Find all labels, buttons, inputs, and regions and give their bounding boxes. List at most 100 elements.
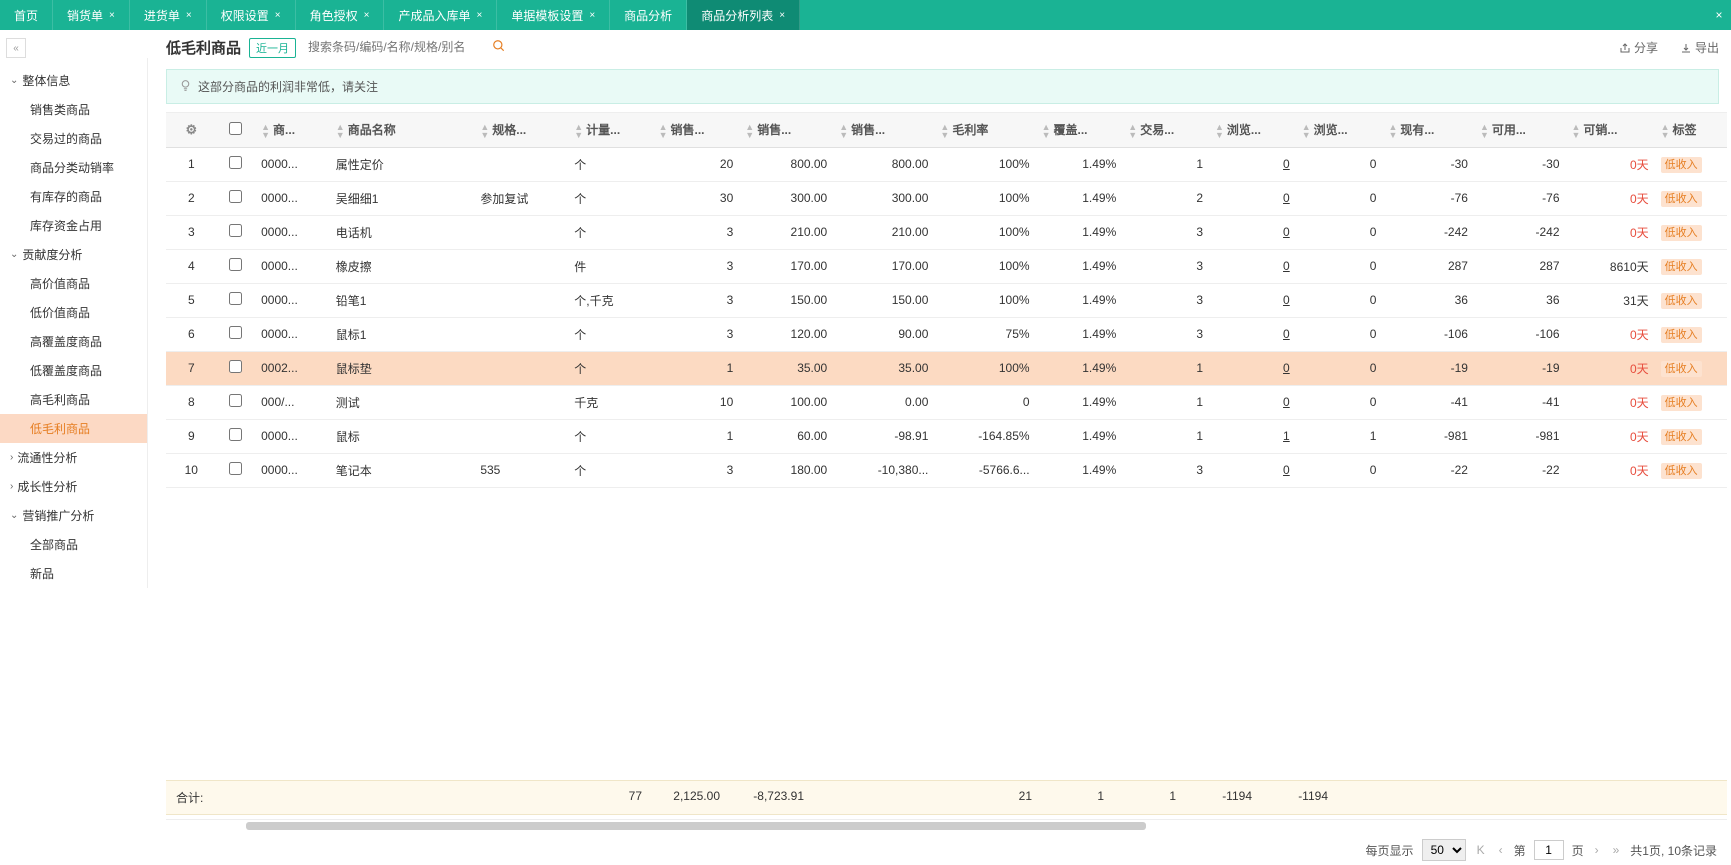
row-checkbox[interactable] <box>229 428 242 441</box>
row-checkbox[interactable] <box>229 462 242 475</box>
tab-商品分析[interactable]: 商品分析 <box>610 0 687 30</box>
pager-last-button[interactable]: » <box>1610 843 1623 857</box>
tabs-close-all-button[interactable]: × <box>1707 0 1731 30</box>
sidebar-item-有库存的商品[interactable]: 有库存的商品 <box>0 182 147 211</box>
sidebar-group-贡献度分析[interactable]: ⌄贡献度分析 <box>0 240 147 269</box>
sort-icon[interactable]: ▲▼ <box>1215 123 1224 139</box>
column-header[interactable]: ▲▼交易... <box>1122 113 1209 148</box>
scrollbar-thumb[interactable] <box>246 822 1146 830</box>
sidebar-item-销售类商品[interactable]: 销售类商品 <box>0 95 147 124</box>
pager-page-input[interactable] <box>1534 840 1564 860</box>
row-checkbox[interactable] <box>229 360 242 373</box>
view-link[interactable]: 0 <box>1283 191 1290 205</box>
sort-icon[interactable]: ▲▼ <box>1480 123 1489 139</box>
view-link[interactable]: 1 <box>1283 429 1290 443</box>
share-button[interactable]: 分享 <box>1619 39 1658 56</box>
sort-icon[interactable]: ▲▼ <box>1042 123 1051 139</box>
column-header[interactable]: ▲▼销售... <box>739 113 833 148</box>
table-row[interactable]: 100000...笔记本535个3180.00-10,380...-5766.6… <box>166 453 1727 487</box>
pager-next-button[interactable]: › <box>1592 843 1602 857</box>
view-link[interactable]: 0 <box>1283 361 1290 375</box>
table-row[interactable]: 90000...鼠标个160.00-98.91-164.85%1.49%111-… <box>166 419 1727 453</box>
tab-商品分析列表[interactable]: 商品分析列表× <box>687 0 800 30</box>
sidebar-item-新品[interactable]: 新品 <box>0 559 147 588</box>
table-scroll[interactable]: ⚙▲▼商...▲▼商品名称▲▼规格...▲▼计量...▲▼销售...▲▼销售..… <box>166 112 1727 780</box>
view-link[interactable]: 0 <box>1283 395 1290 409</box>
column-header[interactable]: ▲▼标签 <box>1655 113 1727 148</box>
row-checkbox[interactable] <box>229 224 242 237</box>
table-row[interactable]: 8000/...测试千克10100.000.0001.49%100-41-410… <box>166 385 1727 419</box>
view-link[interactable]: 0 <box>1283 225 1290 239</box>
column-header[interactable]: ⚙ <box>166 113 217 148</box>
table-row[interactable]: 60000...鼠标1个3120.0090.0075%1.49%300-106-… <box>166 317 1727 351</box>
sidebar-item-低毛利商品[interactable]: 低毛利商品 <box>0 414 147 443</box>
table-row[interactable]: 50000...铅笔1个,千克3150.00150.00100%1.49%300… <box>166 283 1727 317</box>
view-link[interactable]: 0 <box>1283 259 1290 273</box>
tab-销货单[interactable]: 销货单× <box>53 0 130 30</box>
tab-close-icon[interactable]: × <box>364 10 370 21</box>
row-checkbox[interactable] <box>229 190 242 203</box>
tab-单据模板设置[interactable]: 单据模板设置× <box>497 0 610 30</box>
column-header[interactable]: ▲▼规格... <box>474 113 568 148</box>
export-button[interactable]: 导出 <box>1680 39 1719 56</box>
tab-close-icon[interactable]: × <box>476 10 482 21</box>
column-header[interactable]: ▲▼销售... <box>833 113 934 148</box>
select-all-checkbox[interactable] <box>229 122 242 135</box>
tab-首页[interactable]: 首页 <box>0 0 53 30</box>
column-header[interactable]: ▲▼可销... <box>1566 113 1655 148</box>
sort-icon[interactable]: ▲▼ <box>745 123 754 139</box>
search-icon[interactable] <box>492 39 506 56</box>
view-link[interactable]: 0 <box>1283 463 1290 477</box>
date-range-badge[interactable]: 近一月 <box>249 38 296 58</box>
row-checkbox[interactable] <box>229 394 242 407</box>
search-input[interactable] <box>304 36 484 59</box>
column-header[interactable]: ▲▼浏览... <box>1296 113 1383 148</box>
column-header[interactable]: ▲▼覆盖... <box>1036 113 1123 148</box>
sort-icon[interactable]: ▲▼ <box>480 123 489 139</box>
view-link[interactable]: 0 <box>1283 293 1290 307</box>
table-row[interactable]: 30000...电话机个3210.00210.00100%1.49%300-24… <box>166 215 1727 249</box>
sidebar-item-全部商品[interactable]: 全部商品 <box>0 530 147 559</box>
table-row[interactable]: 10000...属性定价个20800.00800.00100%1.49%100-… <box>166 147 1727 181</box>
sidebar-group-成长性分析[interactable]: ›成长性分析 <box>0 472 147 501</box>
sort-icon[interactable]: ▲▼ <box>1302 123 1311 139</box>
sidebar-group-整体信息[interactable]: ⌄整体信息 <box>0 66 147 95</box>
row-checkbox[interactable] <box>229 258 242 271</box>
tab-close-icon[interactable]: × <box>109 10 115 21</box>
gear-icon[interactable]: ⚙ <box>185 122 197 137</box>
tab-产成品入库单[interactable]: 产成品入库单× <box>384 0 497 30</box>
sort-icon[interactable]: ▲▼ <box>574 123 583 139</box>
sidebar-item-低覆盖度商品[interactable]: 低覆盖度商品 <box>0 356 147 385</box>
sort-icon[interactable]: ▲▼ <box>336 123 345 139</box>
sidebar-item-高覆盖度商品[interactable]: 高覆盖度商品 <box>0 327 147 356</box>
horizontal-scrollbar[interactable] <box>166 819 1727 831</box>
sort-icon[interactable]: ▲▼ <box>1661 123 1670 139</box>
tab-close-icon[interactable]: × <box>589 10 595 21</box>
view-link[interactable]: 0 <box>1283 327 1290 341</box>
sidebar-group-营销推广分析[interactable]: ⌄营销推广分析 <box>0 501 147 530</box>
sort-icon[interactable]: ▲▼ <box>659 123 668 139</box>
sort-icon[interactable]: ▲▼ <box>261 123 270 139</box>
sort-icon[interactable]: ▲▼ <box>1572 123 1581 139</box>
tab-角色授权[interactable]: 角色授权× <box>296 0 385 30</box>
row-checkbox[interactable] <box>229 326 242 339</box>
view-link[interactable]: 0 <box>1283 157 1290 171</box>
column-header[interactable]: ▲▼计量... <box>568 113 652 148</box>
column-header[interactable] <box>217 113 256 148</box>
column-header[interactable]: ▲▼现有... <box>1382 113 1474 148</box>
column-header[interactable]: ▲▼毛利率 <box>934 113 1035 148</box>
table-row[interactable]: 70002...鼠标垫个135.0035.00100%1.49%100-19-1… <box>166 351 1727 385</box>
sidebar-group-流通性分析[interactable]: ›流通性分析 <box>0 443 147 472</box>
sidebar-item-低价值商品[interactable]: 低价值商品 <box>0 298 147 327</box>
pager-first-button[interactable]: K <box>1474 843 1488 857</box>
table-row[interactable]: 20000...吴细细1参加复试个30300.00300.00100%1.49%… <box>166 181 1727 215</box>
per-page-select[interactable]: 50 <box>1422 839 1466 861</box>
tab-进货单[interactable]: 进货单× <box>130 0 207 30</box>
sidebar-collapse-button[interactable]: « <box>6 38 26 58</box>
sidebar-item-商品分类动销率[interactable]: 商品分类动销率 <box>0 153 147 182</box>
column-header[interactable]: ▲▼销售... <box>653 113 740 148</box>
column-header[interactable]: ▲▼浏览... <box>1209 113 1296 148</box>
sidebar-item-高毛利商品[interactable]: 高毛利商品 <box>0 385 147 414</box>
row-checkbox[interactable] <box>229 156 242 169</box>
sort-icon[interactable]: ▲▼ <box>839 123 848 139</box>
